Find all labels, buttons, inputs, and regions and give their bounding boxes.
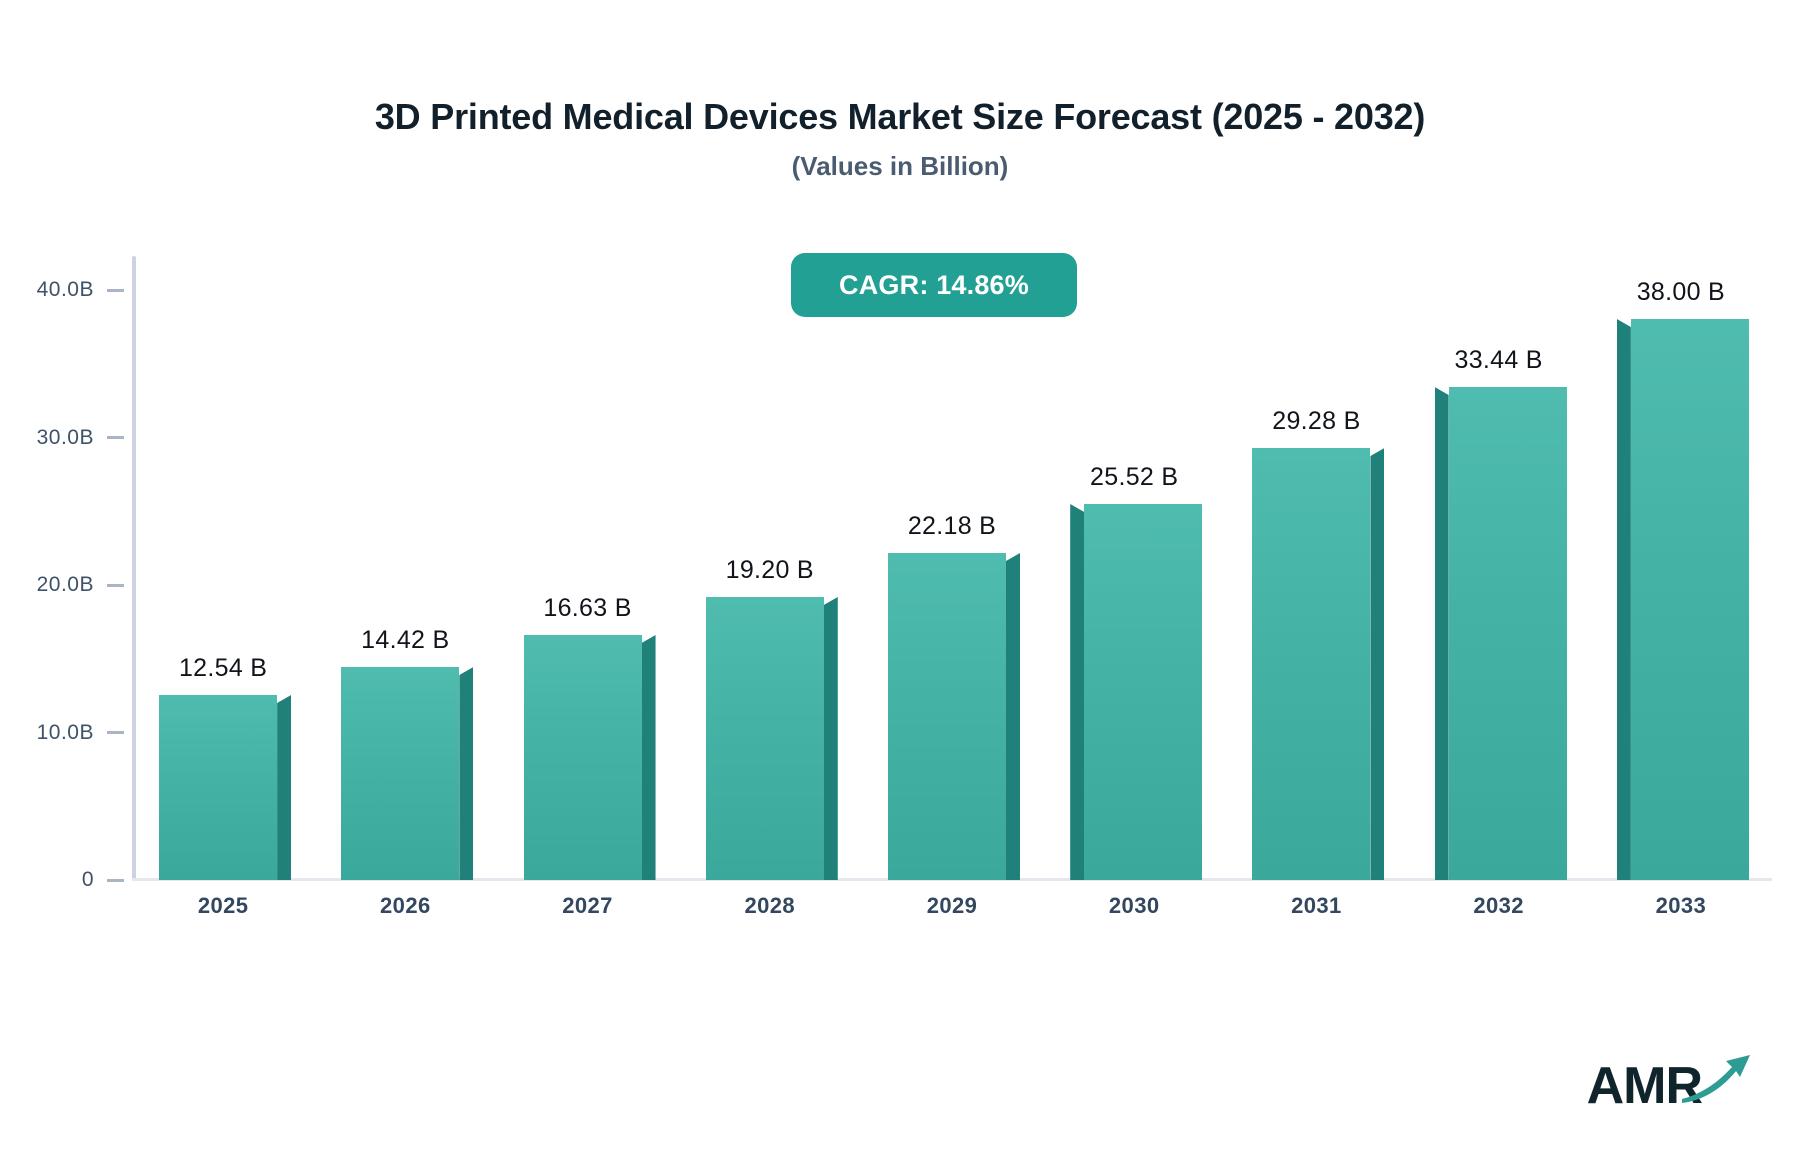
x-axis-label: 2031 xyxy=(1291,893,1342,918)
bar-wrap: 22.18 B xyxy=(887,512,1020,880)
y-axis-tick-label: 20.0B xyxy=(36,573,94,596)
bar[interactable]: 33.44 B xyxy=(1434,346,1567,880)
bar-value-label: 25.52 B xyxy=(1090,463,1179,491)
bar-front-face xyxy=(887,553,1006,880)
bar-slot: 38.00 B xyxy=(1590,278,1772,880)
bar[interactable]: 12.54 B xyxy=(159,654,292,880)
bar[interactable]: 14.42 B xyxy=(341,626,474,880)
bar-side-face xyxy=(641,635,656,880)
x-axis-label: 2028 xyxy=(744,893,796,918)
bar-wrap: 16.63 B xyxy=(523,594,656,880)
growth-arrow-icon xyxy=(1680,1051,1758,1114)
bar-front-face xyxy=(1630,319,1749,880)
plot-area: 40.0B 30.0B 20.0B 10.0B 0 12.54 B 14.42 B 16.6… xyxy=(37,256,1772,891)
bar-wrap: 33.44 B xyxy=(1434,346,1567,880)
bar-side-face xyxy=(1616,319,1631,880)
x-axis-label: 2027 xyxy=(562,893,613,918)
bar-side-face xyxy=(277,695,292,880)
bar-front-face xyxy=(1252,448,1371,880)
bar-slot: 16.63 B xyxy=(496,290,678,880)
y-axis-tick-mark xyxy=(107,288,124,292)
x-axis-label: 2029 xyxy=(926,893,978,918)
bar-wrap: 14.42 B xyxy=(341,626,474,880)
bar-slot: 14.42 B xyxy=(314,290,496,880)
y-axis-tick-label: 30.0B xyxy=(36,425,94,449)
bar-front-face xyxy=(1084,504,1203,880)
x-axis-label: 2026 xyxy=(380,893,431,918)
bar-value-label: 12.54 B xyxy=(178,654,268,682)
bar-value-label: 16.63 B xyxy=(543,594,632,622)
y-axis-tick-label: 10.0B xyxy=(36,720,94,744)
bar[interactable]: 38.00 B xyxy=(1616,278,1749,880)
x-axis-label: 2032 xyxy=(1473,893,1524,918)
bar-side-face xyxy=(1070,504,1085,880)
y-axis-line xyxy=(132,256,136,880)
bar-side-face xyxy=(459,667,474,880)
bar-slot: 12.54 B xyxy=(132,290,314,880)
x-axis-label: 2025 xyxy=(197,893,249,918)
bar[interactable]: 22.18 B xyxy=(887,512,1020,880)
bar-side-face xyxy=(1434,387,1449,880)
bar-front-face xyxy=(159,695,278,880)
page-title: 3D Printed Medical Devices Market Size F… xyxy=(374,96,1426,137)
logo-text: AMR xyxy=(1586,1056,1703,1115)
title-block: 3D Printed Medical Devices Market Size F… xyxy=(0,96,1800,182)
x-axis-labels: 2025 2026 2027 2028 2029 2030 2031 2032 2033 xyxy=(132,893,1772,919)
bar-side-face xyxy=(823,597,838,880)
y-axis-tick-mark xyxy=(107,731,124,734)
bar-front-face xyxy=(523,635,642,880)
y-axis-tick-mark xyxy=(107,878,124,882)
bar-series: 12.54 B 14.42 B 16.63 B 19.20 B 22.18 B 25.52… xyxy=(132,278,1772,880)
x-axis-label: 2033 xyxy=(1655,893,1707,918)
bar-wrap: 25.52 B xyxy=(1070,463,1203,880)
bar[interactable]: 29.28 B xyxy=(1252,407,1385,880)
y-axis-tick-mark xyxy=(107,583,124,587)
bar[interactable]: 19.20 B xyxy=(705,556,838,880)
bar-value-label: 33.44 B xyxy=(1454,346,1543,374)
bar-wrap: 19.20 B xyxy=(705,556,838,880)
bar-wrap: 12.54 B xyxy=(159,654,292,880)
cagr-badge: CAGR: 14.86% xyxy=(791,253,1077,317)
bar-value-label: 14.42 B xyxy=(361,626,450,654)
bar-front-face xyxy=(705,597,824,880)
bar-slot: 33.44 B xyxy=(1408,290,1590,880)
bar-front-face xyxy=(1448,387,1567,880)
amr-logo: AMR xyxy=(1587,1051,1758,1120)
x-axis-label: 2030 xyxy=(1108,893,1160,918)
bar-wrap: 29.28 B xyxy=(1252,407,1385,880)
bar-front-face xyxy=(341,667,460,880)
bar-side-face xyxy=(1370,448,1385,880)
bar-wrap: 38.00 B xyxy=(1616,278,1749,880)
bar-slot: 22.18 B xyxy=(861,290,1043,880)
bar-side-face xyxy=(1005,553,1020,880)
y-axis-tick-mark xyxy=(107,436,124,439)
bar[interactable]: 25.52 B xyxy=(1070,463,1203,880)
bar-value-label: 22.18 B xyxy=(907,512,997,540)
y-axis-tick-label: 0 xyxy=(81,868,94,891)
bar-slot: 29.28 B xyxy=(1225,290,1407,880)
bar-slot: 19.20 B xyxy=(679,290,861,880)
bar[interactable]: 16.63 B xyxy=(523,594,656,880)
bar-value-label: 38.00 B xyxy=(1636,278,1726,306)
y-axis-tick-label: 40.0B xyxy=(36,278,94,301)
chart-subtitle: (Values in Billion) xyxy=(791,151,1009,182)
bar-value-label: 29.28 B xyxy=(1272,407,1361,435)
bar-slot: 25.52 B xyxy=(1043,290,1225,880)
bar-value-label: 19.20 B xyxy=(725,556,814,584)
